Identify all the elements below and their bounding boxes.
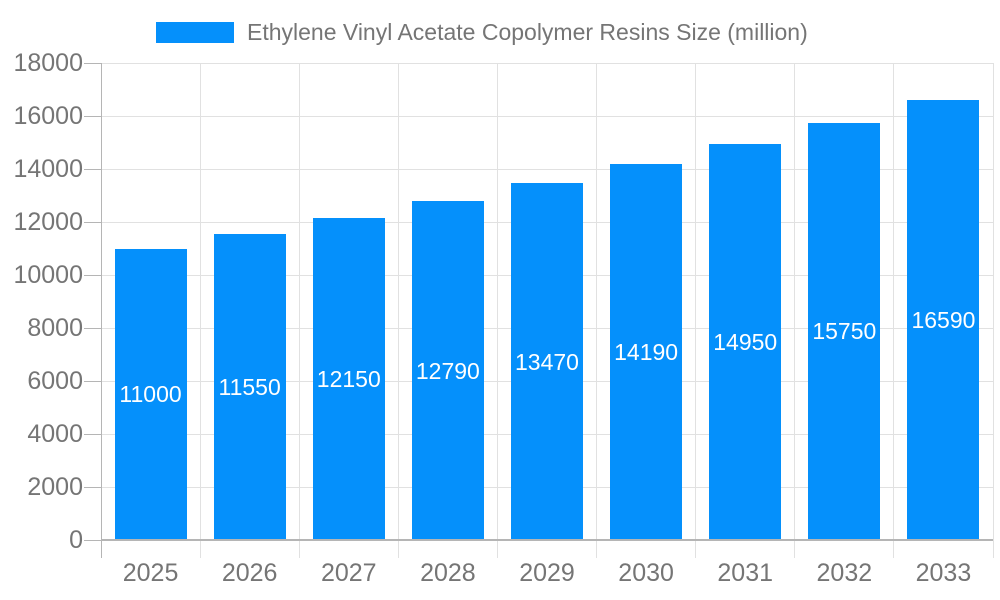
bar-2026 xyxy=(213,233,286,540)
bar-value-label-2028: 12790 xyxy=(415,357,480,384)
y-axis-label-12000: 12000 xyxy=(13,208,83,236)
y-tick-18000 xyxy=(84,63,101,64)
bar-2025 xyxy=(114,248,187,540)
x-axis-baseline xyxy=(101,539,993,541)
y-axis-label-18000: 18000 xyxy=(13,49,83,77)
y-axis-label-8000: 8000 xyxy=(27,314,83,342)
x-axis-label-2032: 2032 xyxy=(816,559,873,587)
v-gridline-5 xyxy=(596,63,598,558)
x-axis-label-2025: 2025 xyxy=(122,559,179,587)
y-axis-label-16000: 16000 xyxy=(13,102,83,130)
bar-value-label-2030: 14190 xyxy=(614,338,679,365)
v-gridline-7 xyxy=(794,63,796,558)
v-gridline-6 xyxy=(695,63,697,558)
y-tick-10000 xyxy=(84,275,101,276)
y-axis-label-10000: 10000 xyxy=(13,261,83,289)
bar-value-label-2031: 14950 xyxy=(713,328,778,355)
y-axis-label-2000: 2000 xyxy=(27,473,83,501)
y-axis-label-14000: 14000 xyxy=(13,155,83,183)
h-gridline-14000 xyxy=(101,169,993,170)
bar-value-label-2029: 13470 xyxy=(515,348,579,375)
bar-2027 xyxy=(312,218,385,540)
bar-value-label-2027: 12150 xyxy=(316,366,381,392)
x-axis-label-2031: 2031 xyxy=(717,559,774,587)
bar-2032 xyxy=(808,122,881,540)
bar-value-label-2033: 16590 xyxy=(911,307,976,334)
legend-swatch xyxy=(156,22,234,43)
v-gridline-3 xyxy=(397,63,399,558)
y-tick-0 xyxy=(84,540,101,541)
y-axis-label-6000: 6000 xyxy=(27,367,83,395)
y-tick-2000 xyxy=(84,487,101,488)
x-axis-label-2028: 2028 xyxy=(420,559,476,587)
bar-2029 xyxy=(511,183,583,540)
y-tick-4000 xyxy=(84,434,101,435)
bar-value-label-2025: 11000 xyxy=(119,381,182,408)
y-tick-14000 xyxy=(84,169,101,170)
bar-value-label-2026: 11550 xyxy=(218,373,281,400)
v-gridline-8 xyxy=(893,63,895,558)
h-gridline-16000 xyxy=(101,116,993,117)
legend-label: Ethylene Vinyl Acetate Copolymer Resins … xyxy=(247,19,808,45)
v-gridline-4 xyxy=(496,63,498,558)
y-tick-8000 xyxy=(84,328,101,329)
bar-2031 xyxy=(709,143,782,540)
bar-2033 xyxy=(907,100,980,540)
y-axis-label-4000: 4000 xyxy=(27,420,83,448)
y-axis-line xyxy=(100,63,102,558)
v-gridline-9 xyxy=(992,63,994,558)
y-tick-16000 xyxy=(84,116,101,117)
h-gridline-18000 xyxy=(101,63,993,64)
v-gridline-1 xyxy=(199,63,201,558)
bar-value-label-2032: 15750 xyxy=(812,318,877,345)
y-tick-12000 xyxy=(84,222,101,223)
x-axis-label-2033: 2033 xyxy=(915,559,972,587)
x-axis-label-2029: 2029 xyxy=(519,559,575,587)
x-axis-label-2026: 2026 xyxy=(221,559,278,587)
bar-2030 xyxy=(610,163,683,540)
legend: Ethylene Vinyl Acetate Copolymer Resins … xyxy=(156,19,808,46)
y-axis-label-0: 0 xyxy=(69,526,83,554)
x-axis-label-2027: 2027 xyxy=(320,559,377,587)
y-tick-6000 xyxy=(84,381,101,382)
x-axis-label-2030: 2030 xyxy=(618,559,674,587)
v-gridline-2 xyxy=(298,63,300,558)
bar-2028 xyxy=(411,201,484,540)
